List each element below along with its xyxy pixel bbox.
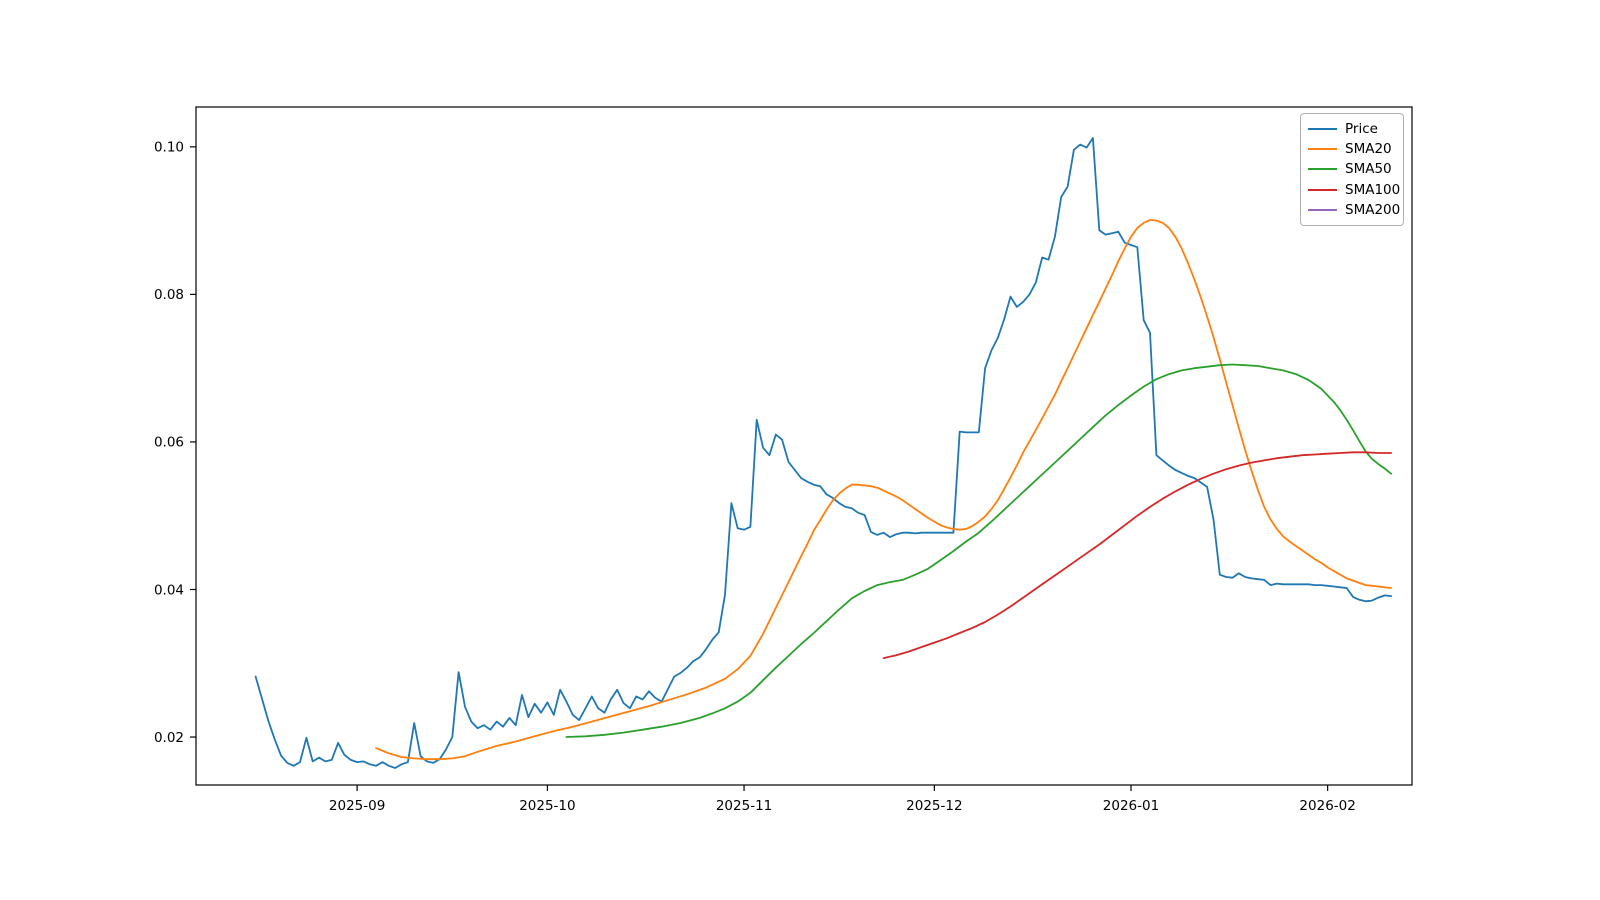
y-tick-label: 0.02 — [154, 730, 184, 746]
sma100-line — [882, 451, 1392, 659]
plot-frame — [195, 106, 1413, 786]
x-tick-label: 2026-01 — [1103, 798, 1159, 814]
legend: Price SMA20 SMA50 SMA100 SMA200 — [1300, 113, 1404, 226]
legend-entry-sma200: SMA200 — [1308, 200, 1401, 220]
legend-entry-price: Price — [1308, 119, 1397, 139]
y-tick-label: 0.04 — [154, 582, 184, 598]
legend-entry-sma100: SMA100 — [1308, 180, 1401, 200]
x-tick-label: 2025-09 — [329, 798, 385, 814]
legend-entry-sma20: SMA20 — [1308, 139, 1397, 159]
y-tick-label: 0.10 — [154, 140, 184, 156]
legend-label: SMA20 — [1345, 141, 1392, 158]
y-tick-label: 0.06 — [154, 435, 184, 451]
x-tick-label: 2026-02 — [1299, 798, 1355, 814]
x-tick-label: 2025-11 — [716, 798, 772, 814]
legend-entry-sma50: SMA50 — [1308, 159, 1397, 179]
legend-label: SMA50 — [1345, 161, 1392, 178]
legend-label: Price — [1345, 121, 1378, 138]
x-tick-label: 2025-10 — [519, 798, 575, 814]
sma20-line — [375, 218, 1392, 761]
sma50-line — [565, 363, 1392, 738]
x-tick-label: 2025-12 — [906, 798, 962, 814]
y-tick-label: 0.08 — [154, 287, 184, 303]
legend-line-sample — [1308, 128, 1337, 131]
price-line — [254, 137, 1392, 769]
legend-line-sample — [1308, 168, 1337, 171]
legend-label: SMA200 — [1345, 201, 1401, 218]
legend-line-sample — [1308, 188, 1337, 191]
legend-line-sample — [1308, 148, 1337, 151]
legend-line-sample — [1308, 208, 1337, 211]
legend-label: SMA100 — [1345, 181, 1401, 198]
